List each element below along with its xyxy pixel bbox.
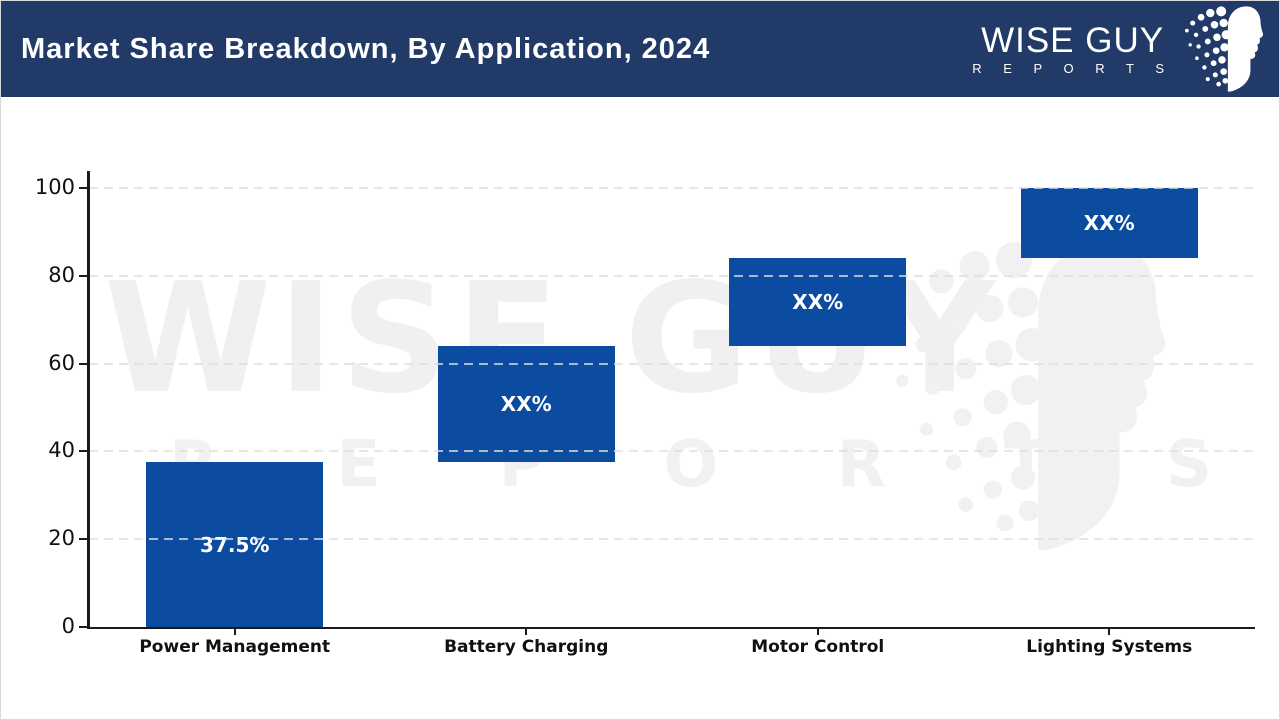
bar-power-management: 37.5%: [146, 462, 324, 627]
y-tick-label-100: 100: [34, 175, 75, 199]
y-tick-label-60: 60: [48, 350, 75, 375]
y-tick-mark: [79, 450, 89, 453]
bar-value-label: XX%: [792, 290, 844, 315]
x-tick-label-battery-charging: Battery Charging: [444, 637, 609, 657]
y-tick-mark: [79, 538, 89, 541]
logo-text: WISE GUY R E P O R T S: [972, 23, 1173, 76]
y-tick-label-20: 20: [48, 526, 75, 551]
y-tick-label-40: 40: [48, 438, 75, 463]
x-tick-label-power-management: Power Management: [139, 637, 331, 657]
bar-value-label: XX%: [500, 392, 552, 417]
bar-value-label: XX%: [1083, 211, 1135, 236]
x-tick-label-lighting-systems: Lighting Systems: [1026, 637, 1193, 657]
y-tick-mark: [79, 187, 89, 189]
y-tick-mark: [79, 274, 89, 277]
x-axis-line: [87, 626, 1255, 629]
y-tick-label-80: 80: [48, 262, 75, 287]
gridline-20: [89, 538, 1255, 541]
gridline-80: [89, 274, 1255, 277]
header-bar: Market Share Breakdown, By Application, …: [1, 1, 1279, 97]
logo-subtext: R E P O R T S: [972, 60, 1173, 76]
x-tick-mark: [1108, 628, 1111, 635]
bar-value-label: 37.5%: [200, 532, 270, 557]
gridline-100: [89, 187, 1255, 189]
wiseguy-logo: WISE GUY R E P O R T S: [972, 3, 1265, 95]
gridline-60: [89, 362, 1255, 365]
bar-lighting-systems: XX%: [1020, 188, 1198, 259]
x-tick-mark: [816, 628, 819, 635]
logo-wordmark: WISE GUY: [981, 20, 1165, 60]
y-tick-label-0: 0: [61, 614, 75, 638]
y-tick-mark: [79, 362, 89, 365]
bar-battery-charging: XX%: [437, 346, 615, 463]
bar-motor-control: XX%: [729, 258, 907, 347]
x-tick-mark: [525, 628, 528, 635]
gridline-40: [89, 450, 1255, 453]
x-tick-label-motor-control: Motor Control: [751, 637, 885, 657]
page-title: Market Share Breakdown, By Application, …: [21, 32, 711, 65]
y-axis-line: [87, 171, 90, 629]
wiseguy-head-icon: [1179, 3, 1265, 95]
y-tick-mark: [79, 626, 89, 628]
x-tick-mark: [233, 628, 236, 635]
